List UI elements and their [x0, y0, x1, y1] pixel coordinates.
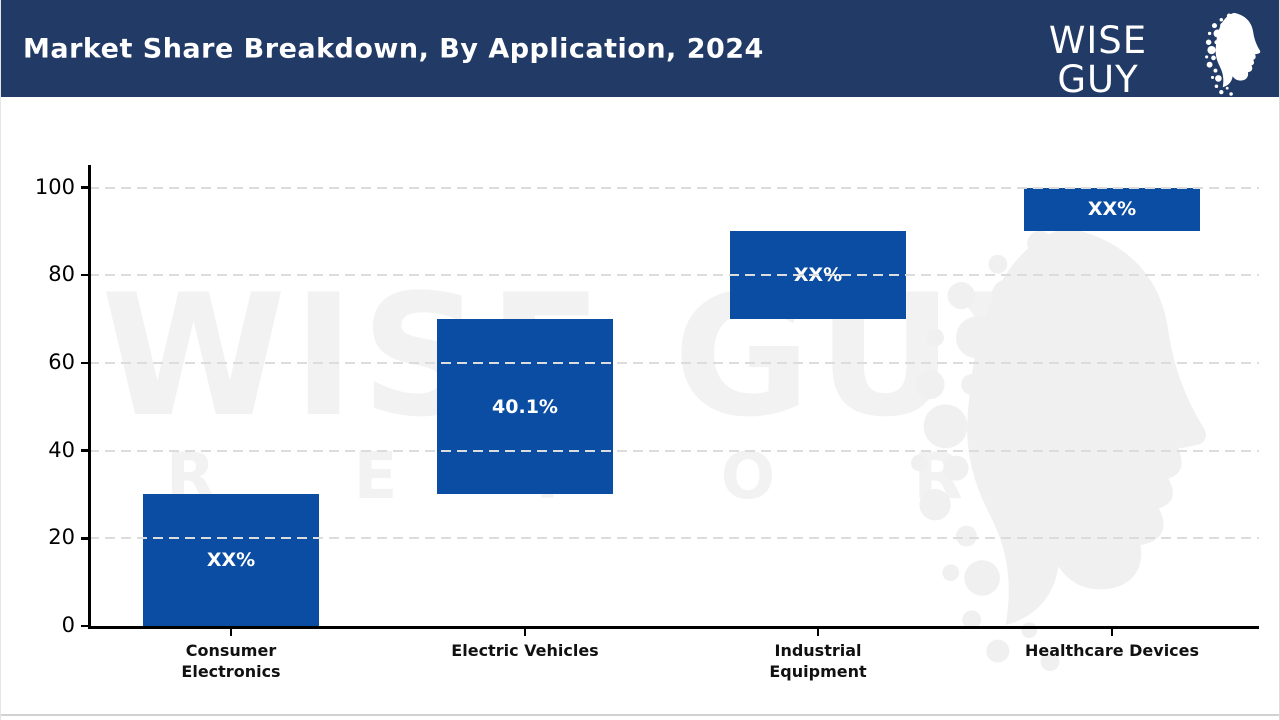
y-tick-label: 80 [48, 262, 75, 287]
brand-subtext: R E P O R T S [1011, 101, 1185, 117]
x-tick-mark [1110, 628, 1114, 636]
page-title: Market Share Breakdown, By Application, … [23, 33, 764, 64]
x-tick-mark [816, 628, 820, 636]
header-bar: Market Share Breakdown, By Application, … [1, 0, 1279, 117]
gridline [89, 274, 1259, 277]
category-label: Industrial Equipment [769, 641, 867, 682]
y-tick-mark [81, 537, 89, 540]
y-tick-mark [81, 273, 89, 277]
gridline [89, 186, 1259, 189]
y-tick-mark [81, 624, 89, 628]
y-tick-label: 0 [61, 613, 75, 637]
x-tick-mark [229, 628, 233, 636]
y-tick-mark [81, 361, 89, 365]
y-tick-label: 40 [48, 437, 75, 462]
category-label: Consumer Electronics [181, 641, 281, 682]
y-tick-label: 100 [34, 174, 75, 199]
gridline [89, 361, 1259, 364]
y-tick-mark [81, 186, 89, 189]
y-tick-mark [81, 449, 89, 452]
y-tick-label: 60 [48, 349, 75, 374]
bar-value-label: XX% [1087, 198, 1137, 221]
bar-value-label: XX% [206, 549, 256, 572]
y-tick-label: 20 [48, 525, 75, 550]
category-label: Healthcare Devices [1024, 641, 1200, 660]
x-tick-mark [523, 628, 527, 636]
x-axis-line [88, 626, 1259, 629]
bar-healthcare-devices: XX% [1024, 187, 1200, 232]
y-axis-line [88, 165, 91, 628]
gridline [89, 537, 1259, 540]
bar-consumer-electronics: XX% [143, 494, 319, 626]
bar-electric-vehicles: 40.1% [437, 318, 613, 495]
bar-value-label: 40.1% [492, 395, 558, 418]
category-label: Electric Vehicles [451, 641, 599, 660]
brand-wordmark: WISE GUY [1048, 19, 1148, 101]
bottom-border [1, 714, 1279, 716]
brand-logo: WISE GUY R E P O R T S [1003, 6, 1265, 117]
gridline [89, 449, 1259, 452]
